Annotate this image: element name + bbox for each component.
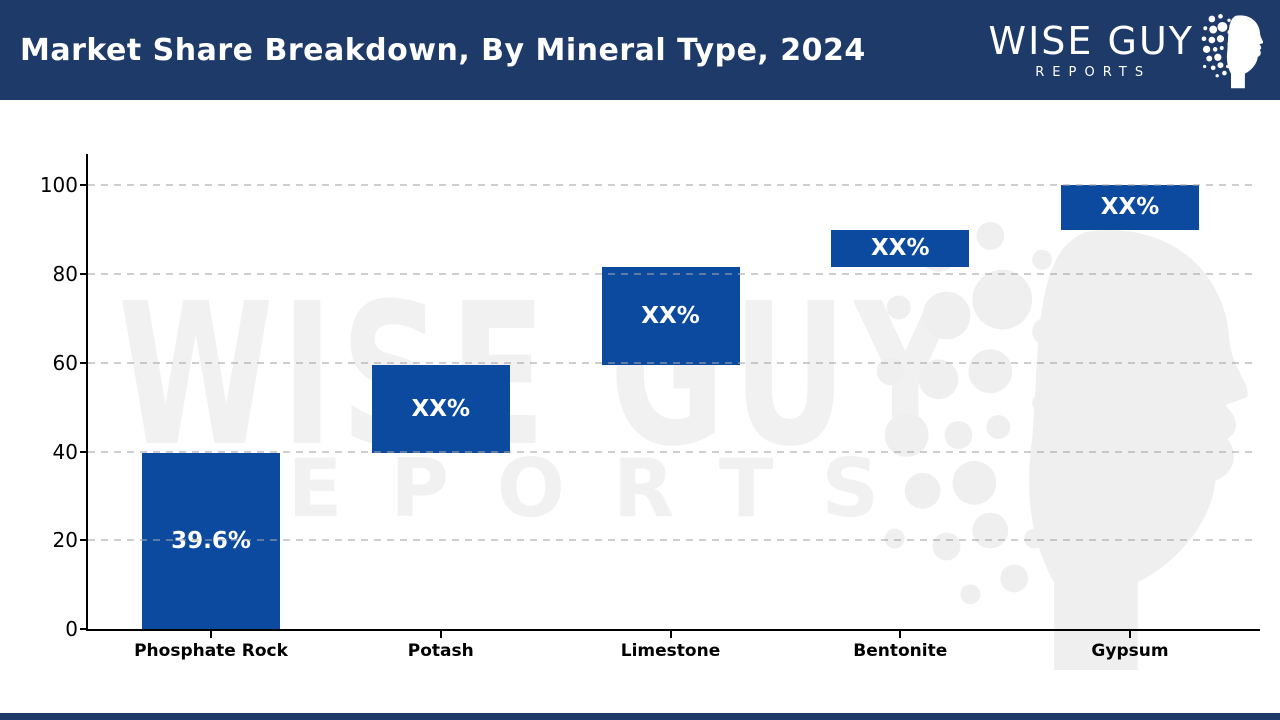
bar-value-label-gypsum: XX% xyxy=(1100,194,1160,221)
brand-subname: REPORTS xyxy=(1035,64,1152,80)
brand-name: WISE GUY xyxy=(988,18,1194,63)
y-tick-100 xyxy=(80,184,87,187)
bar-value-label-limestone: XX% xyxy=(641,303,700,330)
y-tick-label-80: 80 xyxy=(52,262,78,287)
category-label-potash: Potash xyxy=(407,641,474,661)
gridline-100 xyxy=(88,184,1258,187)
category-label-phosphate-rock: Phosphate Rock xyxy=(134,641,288,661)
x-tick-gypsum xyxy=(1129,631,1131,638)
bar-limestone: XX% xyxy=(601,267,740,365)
x-axis-line xyxy=(86,629,1260,631)
bar-value-label-potash: XX% xyxy=(411,396,470,423)
category-label-limestone: Limestone xyxy=(620,641,721,661)
y-tick-0 xyxy=(80,628,87,630)
y-tick-40 xyxy=(80,450,87,453)
watermark-head-icon xyxy=(876,221,1248,671)
y-tick-label-60: 60 xyxy=(52,350,78,375)
watermark-subtext: REPORTS xyxy=(178,442,928,535)
header-bar: Market Share Breakdown, By Mineral Type,… xyxy=(0,0,1280,100)
x-tick-potash xyxy=(439,631,442,638)
bar-value-label-bentonite: XX% xyxy=(870,235,930,262)
gridline-60 xyxy=(88,361,1258,364)
bar-bentonite: XX% xyxy=(831,229,970,268)
y-axis-line xyxy=(86,154,88,631)
bar-potash: XX% xyxy=(371,364,510,454)
category-label-gypsum: Gypsum xyxy=(1091,641,1169,661)
x-tick-phosphate-rock xyxy=(210,631,212,638)
chart-area: 0 20 40 60 80 100 39.6% XX% XX% XX% XX% Phosphate… xyxy=(0,100,1280,713)
brand-logo: WISE GUY REPORTS xyxy=(989,6,1266,94)
y-tick-label-20: 20 xyxy=(52,528,78,553)
y-tick-label-100: 100 xyxy=(39,173,78,198)
y-tick-label-0: 0 xyxy=(65,617,78,641)
x-tick-bentonite xyxy=(899,631,902,638)
y-tick-80 xyxy=(80,273,87,276)
page-title: Market Share Breakdown, By Mineral Type,… xyxy=(20,32,866,68)
y-tick-60 xyxy=(80,361,87,364)
y-tick-20 xyxy=(80,539,87,542)
x-tick-limestone xyxy=(669,631,672,638)
y-tick-label-40: 40 xyxy=(52,439,78,464)
gridline-80 xyxy=(88,273,1258,276)
gridline-20 xyxy=(88,539,1258,542)
brand-logo-text: WISE GUY REPORTS xyxy=(989,22,1194,79)
bar-gypsum: XX% xyxy=(1061,185,1199,230)
brand-head-icon xyxy=(1201,14,1264,89)
gridline-40 xyxy=(88,450,1258,453)
footer-bar xyxy=(0,713,1280,720)
category-label-bentonite: Bentonite xyxy=(853,641,948,661)
